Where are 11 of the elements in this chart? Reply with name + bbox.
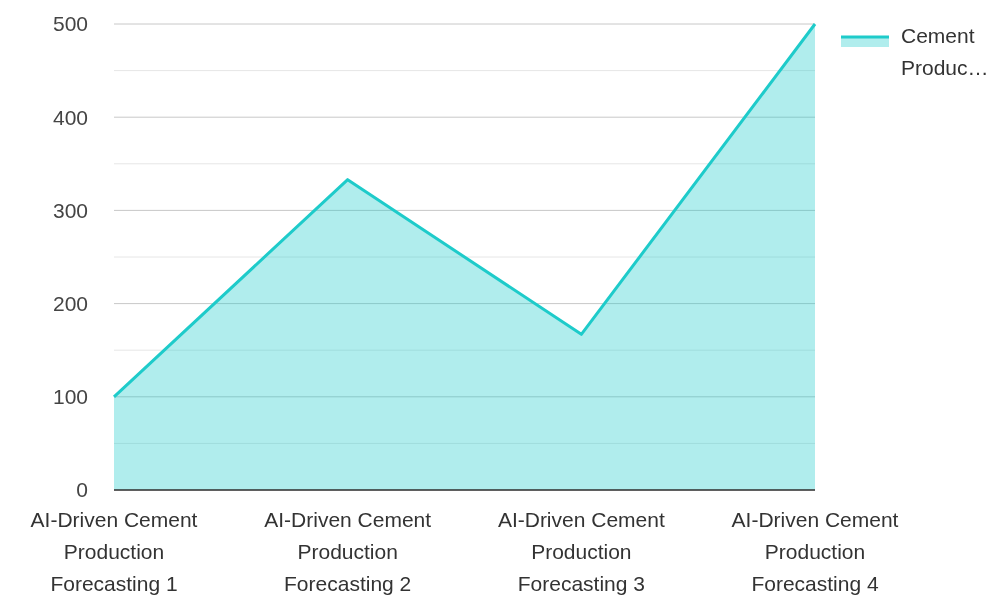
y-tick-label: 300 [52, 198, 88, 222]
y-tick-label: 100 [52, 385, 88, 409]
x-tick-label: AI-Driven Cement Production Forecasting 4 [731, 508, 899, 595]
y-tick-label: 400 [52, 105, 88, 129]
y-tick-label: 200 [52, 291, 88, 315]
x-tick-label: AI-Driven Cement Production Forecasting 2 [264, 508, 432, 595]
y-tick-label: 500 [52, 12, 88, 36]
x-tick-label: AI-Driven Cement Production Forecasting 3 [497, 508, 665, 595]
x-tick-label: AI-Driven Cement Production Forecasting 1 [30, 508, 198, 595]
y-tick-label: 0 [76, 478, 88, 502]
legend-label: Cement Produc… [901, 24, 989, 79]
